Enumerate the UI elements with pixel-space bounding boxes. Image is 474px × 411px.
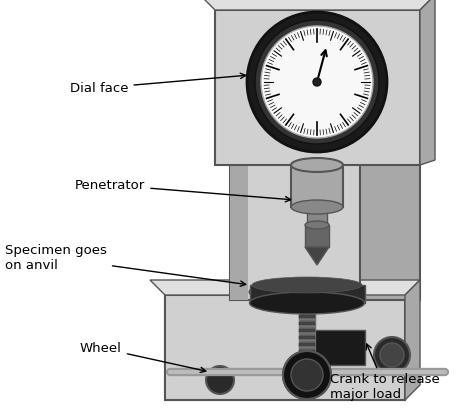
FancyBboxPatch shape [299, 354, 315, 360]
FancyBboxPatch shape [299, 375, 315, 381]
Circle shape [313, 78, 321, 86]
FancyBboxPatch shape [299, 350, 315, 353]
FancyBboxPatch shape [299, 364, 315, 367]
Circle shape [261, 26, 373, 138]
Polygon shape [345, 15, 420, 30]
Polygon shape [215, 10, 375, 25]
FancyBboxPatch shape [299, 343, 315, 346]
FancyBboxPatch shape [305, 225, 329, 247]
Text: Penetrator: Penetrator [75, 178, 291, 202]
Text: Specimen goes
on anvil: Specimen goes on anvil [5, 244, 246, 286]
Ellipse shape [252, 277, 362, 293]
Circle shape [291, 359, 323, 391]
Circle shape [374, 337, 410, 373]
FancyBboxPatch shape [299, 319, 315, 325]
FancyBboxPatch shape [299, 336, 315, 339]
FancyBboxPatch shape [230, 25, 360, 300]
Circle shape [380, 343, 404, 367]
FancyBboxPatch shape [299, 333, 315, 339]
Circle shape [283, 351, 331, 399]
FancyBboxPatch shape [299, 357, 315, 360]
FancyBboxPatch shape [299, 305, 315, 390]
FancyBboxPatch shape [299, 347, 315, 353]
Text: Crank to release
major load: Crank to release major load [330, 344, 440, 401]
FancyBboxPatch shape [299, 326, 315, 332]
FancyBboxPatch shape [250, 285, 365, 303]
Ellipse shape [305, 221, 329, 229]
FancyBboxPatch shape [299, 340, 315, 346]
Text: Dial face: Dial face [70, 73, 246, 95]
Circle shape [247, 12, 387, 152]
FancyBboxPatch shape [299, 315, 315, 318]
FancyBboxPatch shape [299, 392, 315, 395]
Ellipse shape [249, 281, 365, 303]
Polygon shape [200, 0, 435, 10]
FancyBboxPatch shape [299, 361, 315, 367]
FancyBboxPatch shape [299, 322, 315, 325]
Ellipse shape [249, 292, 365, 314]
FancyBboxPatch shape [299, 378, 315, 381]
FancyBboxPatch shape [299, 368, 315, 374]
FancyBboxPatch shape [299, 305, 315, 311]
Polygon shape [305, 247, 329, 265]
FancyBboxPatch shape [299, 312, 315, 318]
Ellipse shape [291, 200, 343, 214]
Ellipse shape [291, 158, 343, 172]
FancyBboxPatch shape [215, 10, 420, 165]
Polygon shape [405, 280, 420, 400]
FancyBboxPatch shape [307, 207, 327, 237]
Circle shape [283, 351, 331, 399]
FancyBboxPatch shape [230, 25, 248, 300]
Circle shape [206, 366, 234, 394]
Circle shape [289, 357, 325, 393]
Circle shape [255, 20, 379, 144]
FancyBboxPatch shape [299, 329, 315, 332]
Text: Wheel: Wheel [80, 342, 206, 372]
FancyBboxPatch shape [291, 165, 343, 207]
FancyBboxPatch shape [299, 385, 315, 388]
FancyBboxPatch shape [345, 30, 420, 300]
FancyBboxPatch shape [165, 295, 405, 400]
FancyBboxPatch shape [299, 389, 315, 395]
Polygon shape [420, 0, 435, 165]
FancyBboxPatch shape [305, 330, 365, 365]
FancyBboxPatch shape [299, 308, 315, 311]
FancyBboxPatch shape [165, 295, 405, 400]
Polygon shape [150, 280, 420, 295]
FancyBboxPatch shape [299, 382, 315, 388]
FancyBboxPatch shape [299, 371, 315, 374]
